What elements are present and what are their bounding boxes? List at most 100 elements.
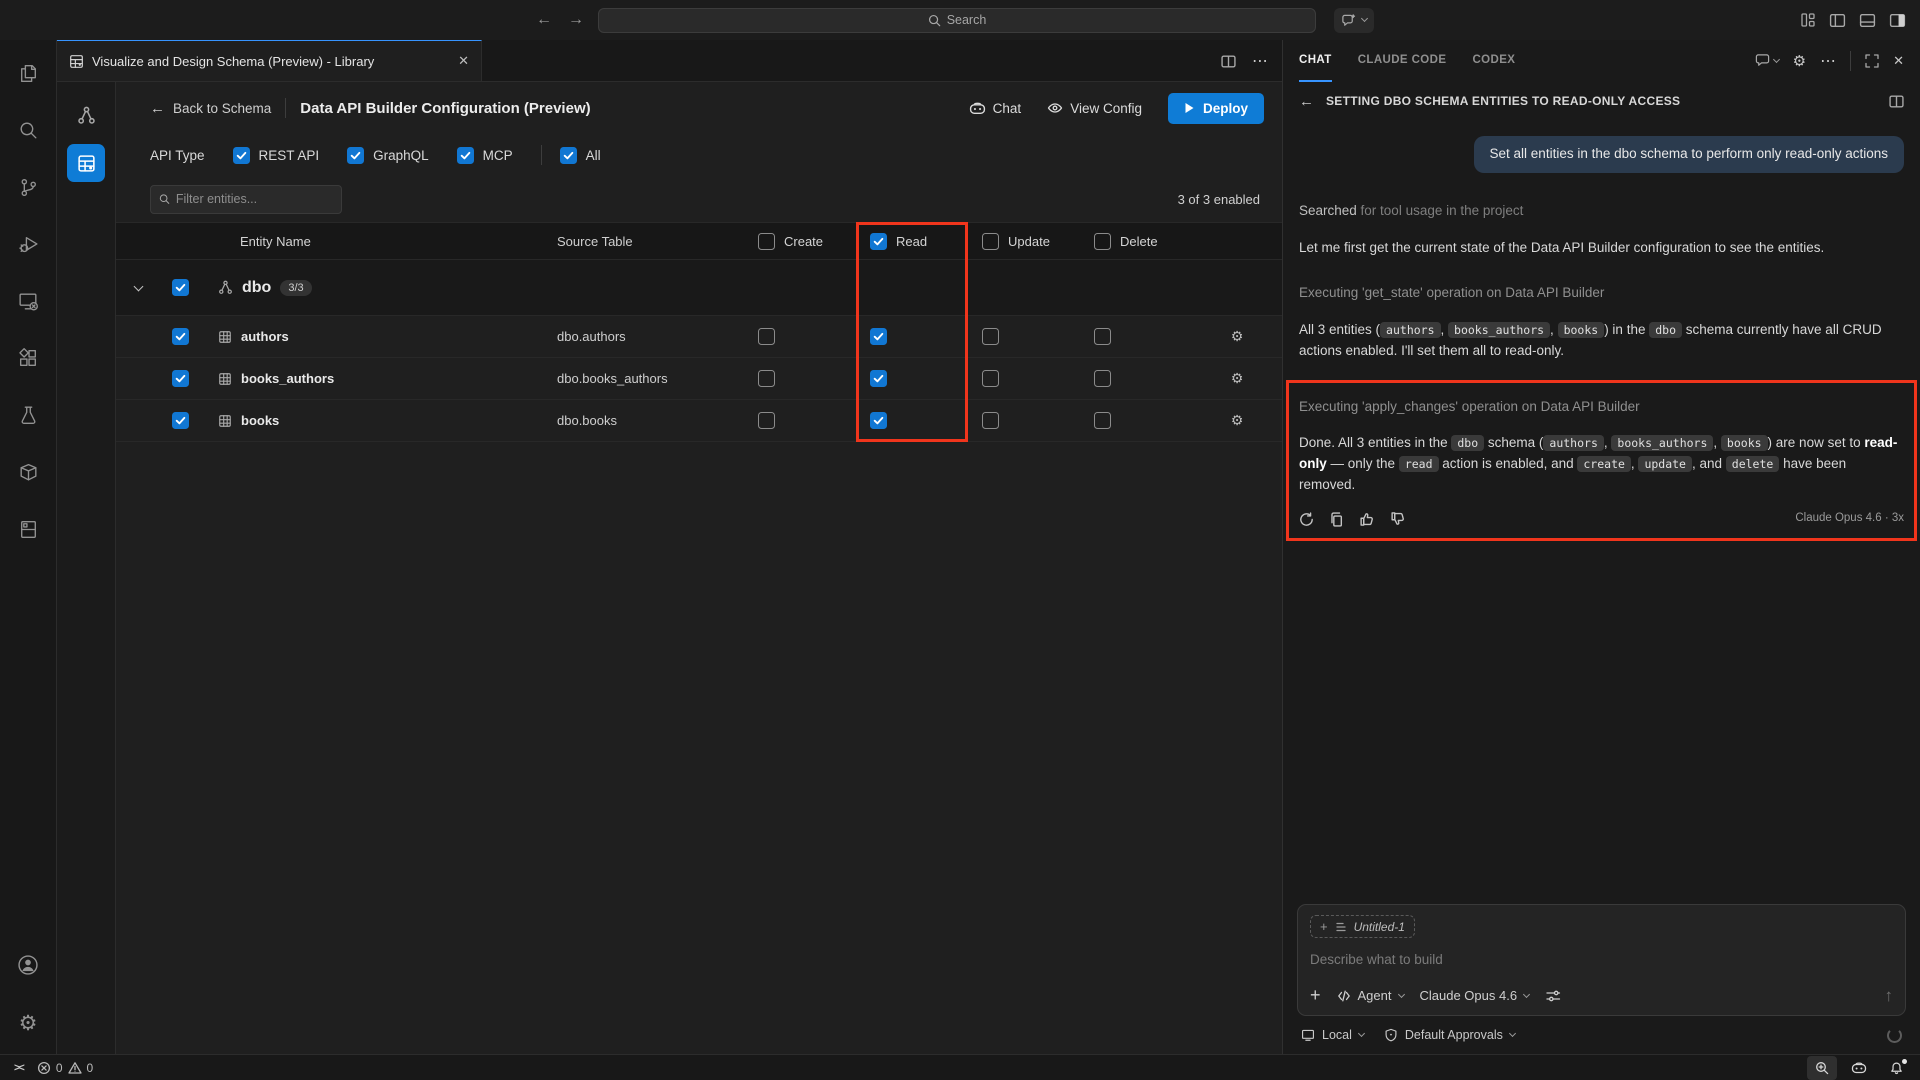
mode-selector[interactable]: Agent: [1337, 988, 1405, 1003]
update-all-checkbox[interactable]: [982, 232, 999, 250]
chevron-down-icon: [1523, 990, 1531, 998]
schema-group-row[interactable]: dbo 3/3: [116, 260, 1282, 316]
api-type-rest[interactable]: REST API: [232, 146, 319, 164]
notifications-bell-icon[interactable]: [1881, 1056, 1912, 1080]
copilot-menu-button[interactable]: [1334, 7, 1374, 33]
chat-settings-gear-icon[interactable]: ⚙: [1792, 52, 1807, 70]
maximize-panel-icon[interactable]: [1865, 53, 1879, 68]
create-checkbox[interactable]: [758, 370, 775, 387]
toggle-secondary-sidebar-icon[interactable]: [1889, 12, 1906, 29]
assistant-message: Let me first get the current state of th…: [1299, 239, 1825, 255]
thumbs-down-icon[interactable]: [1390, 511, 1406, 527]
history-forward-icon[interactable]: →: [568, 11, 584, 28]
collapse-chevron-icon[interactable]: [133, 281, 143, 291]
row-settings-gear-icon[interactable]: ⚙: [1230, 328, 1244, 344]
all-checkbox[interactable]: [559, 146, 577, 164]
accounts-icon[interactable]: [5, 942, 51, 988]
remote-indicator-icon[interactable]: ><: [14, 1061, 25, 1074]
read-all-checkbox[interactable]: [870, 232, 887, 250]
table-row-books-authors[interactable]: books_authors dbo.books_authors ⚙: [116, 358, 1282, 400]
row-checkbox[interactable]: [171, 370, 189, 387]
run-debug-icon[interactable]: [5, 221, 51, 267]
create-checkbox[interactable]: [758, 328, 775, 345]
zoom-status-icon[interactable]: [1807, 1055, 1837, 1080]
chat-input-box[interactable]: + Untitled-1 + Agent Claude Opus 4.6: [1297, 904, 1906, 1016]
row-checkbox[interactable]: [171, 328, 189, 345]
read-checkbox[interactable]: [870, 370, 887, 387]
tab-chat[interactable]: CHAT: [1299, 40, 1332, 82]
row-settings-gear-icon[interactable]: ⚙: [1230, 370, 1244, 386]
filter-entities-input[interactable]: [150, 184, 342, 214]
view-config-button[interactable]: View Config: [1047, 100, 1142, 116]
tab-codex[interactable]: CODEX: [1472, 53, 1516, 66]
filter-entities-field[interactable]: [175, 192, 333, 206]
problems-indicator[interactable]: 0 0: [37, 1061, 93, 1075]
command-center-search[interactable]: Search: [598, 7, 1316, 33]
copy-icon[interactable]: [1329, 512, 1344, 527]
deploy-button[interactable]: Deploy: [1167, 92, 1264, 124]
attach-icon[interactable]: +: [1310, 985, 1321, 1005]
remote-explorer-icon[interactable]: [5, 278, 51, 324]
api-builder-view-icon[interactable]: [67, 144, 105, 182]
containers-icon[interactable]: [5, 449, 51, 495]
send-icon[interactable]: ↑: [1884, 985, 1894, 1005]
toggle-primary-sidebar-icon[interactable]: [1829, 12, 1846, 29]
update-checkbox[interactable]: [982, 412, 999, 429]
history-back-icon[interactable]: ←: [536, 11, 552, 28]
retry-icon[interactable]: [1299, 512, 1314, 527]
testing-icon[interactable]: [5, 392, 51, 438]
split-editor-icon[interactable]: [1221, 54, 1236, 69]
delete-all-checkbox[interactable]: [1094, 232, 1111, 250]
chat-more-actions-icon[interactable]: ⋯: [1820, 52, 1837, 70]
environment-selector[interactable]: Local: [1301, 1028, 1365, 1042]
rest-api-checkbox[interactable]: [232, 146, 250, 164]
copilot-status-icon[interactable]: [1843, 1056, 1875, 1080]
thumbs-up-icon[interactable]: [1359, 511, 1375, 527]
create-checkbox[interactable]: [758, 412, 775, 429]
back-arrow-icon[interactable]: ←: [1299, 92, 1314, 110]
row-checkbox[interactable]: [171, 412, 189, 429]
explorer-icon[interactable]: [5, 50, 51, 96]
context-chip[interactable]: + Untitled-1: [1310, 915, 1415, 938]
tools-sliders-icon[interactable]: [1545, 988, 1561, 1004]
chat-button[interactable]: Chat: [969, 100, 1021, 117]
api-type-all[interactable]: All: [559, 146, 601, 164]
api-type-mcp[interactable]: MCP: [456, 146, 513, 164]
schema-view-icon[interactable]: [67, 96, 105, 134]
tab-claude-code[interactable]: CLAUDE CODE: [1357, 53, 1447, 66]
model-selector[interactable]: Claude Opus 4.6: [1420, 988, 1531, 1003]
close-panel-icon[interactable]: ✕: [1893, 52, 1904, 68]
source-table: dbo.authors: [557, 329, 626, 344]
approvals-selector[interactable]: Default Approvals: [1384, 1028, 1516, 1042]
table-row-books[interactable]: books dbo.books ⚙: [116, 400, 1282, 442]
settings-gear-icon[interactable]: ⚙: [18, 1011, 38, 1035]
source-control-icon[interactable]: [5, 164, 51, 210]
tab-close-icon[interactable]: ✕: [458, 53, 469, 68]
delete-checkbox[interactable]: [1094, 328, 1111, 345]
chat-mode-menu[interactable]: [1755, 53, 1780, 68]
editor-more-actions-icon[interactable]: ⋯: [1252, 53, 1268, 70]
database-projects-icon[interactable]: [5, 506, 51, 552]
tab-visualize-design-schema[interactable]: Visualize and Design Schema (Preview) - …: [57, 40, 482, 81]
dbo-group-checkbox[interactable]: [171, 279, 189, 296]
toggle-panel-icon[interactable]: [1859, 12, 1876, 29]
create-all-checkbox[interactable]: [758, 232, 775, 250]
search-view-icon[interactable]: [5, 107, 51, 153]
row-settings-gear-icon[interactable]: ⚙: [1230, 412, 1244, 428]
extensions-icon[interactable]: [5, 335, 51, 381]
back-to-schema-link[interactable]: ← Back to Schema: [150, 100, 271, 117]
assistant-message: Done. All 3 entities in the dbo schema (…: [1299, 435, 1898, 493]
update-checkbox[interactable]: [982, 328, 999, 345]
read-checkbox[interactable]: [870, 412, 887, 429]
mcp-checkbox[interactable]: [456, 146, 474, 164]
graphql-checkbox[interactable]: [347, 146, 365, 164]
customize-layout-icon[interactable]: [1800, 12, 1816, 28]
delete-checkbox[interactable]: [1094, 412, 1111, 429]
table-row-authors[interactable]: authors dbo.authors ⚙: [116, 316, 1282, 358]
delete-checkbox[interactable]: [1094, 370, 1111, 387]
read-checkbox[interactable]: [870, 328, 887, 345]
chat-prompt-input[interactable]: [1310, 952, 1893, 967]
api-type-graphql[interactable]: GraphQL: [347, 146, 429, 164]
update-checkbox[interactable]: [982, 370, 999, 387]
open-in-editor-icon[interactable]: [1889, 94, 1904, 109]
